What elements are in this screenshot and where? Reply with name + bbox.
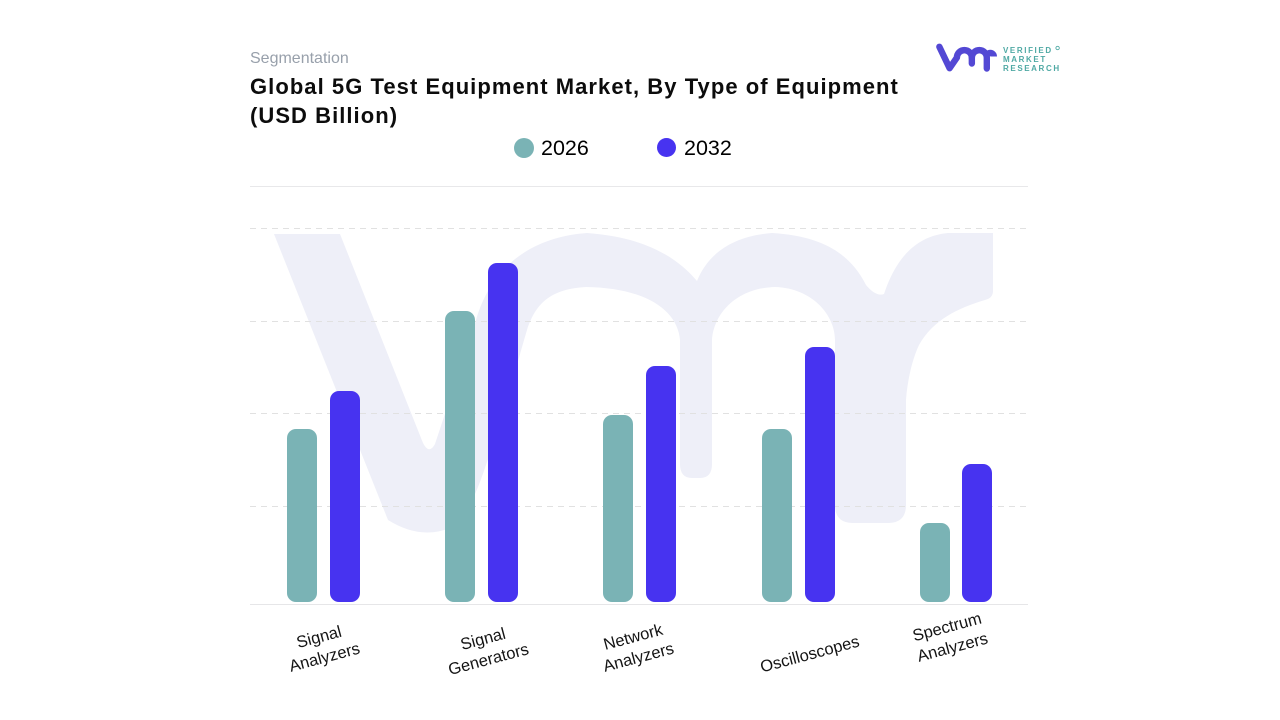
svg-text:MARKET: MARKET [1003, 55, 1047, 64]
svg-text:VERIFIED: VERIFIED [1003, 46, 1053, 55]
svg-text:RESEARCH: RESEARCH [1003, 64, 1061, 73]
